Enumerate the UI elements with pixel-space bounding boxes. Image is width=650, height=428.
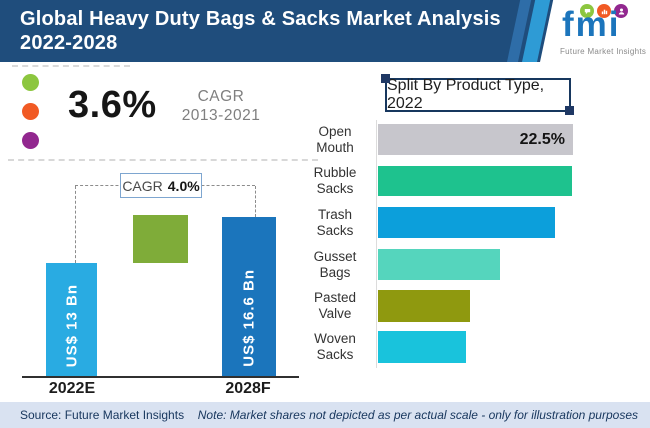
- bar-chart-icon: [597, 4, 611, 18]
- category-label: Trash Sacks: [316, 206, 354, 238]
- dashed-divider-top: [12, 65, 130, 67]
- page-title-line1: Global Heavy Duty Bags & Sacks Market An…: [20, 8, 501, 30]
- market-value-bar-2028: US$ 16.6 Bn: [222, 217, 276, 377]
- category-label: Open Mouth: [316, 123, 354, 155]
- split-chart-title: Split By Product Type, 2022: [385, 77, 571, 112]
- page-title-line2: 2022-2028: [20, 32, 118, 54]
- product-bar-gusset-bags: [378, 249, 500, 280]
- x-tick-2028f: 2028F: [225, 380, 271, 397]
- split-row-trash-sacks: Trash Sacks: [302, 207, 555, 238]
- source-text: Source: Future Market Insights: [20, 408, 185, 422]
- split-chart-axis: [376, 120, 377, 368]
- forecast-cagr-callout: CAGR 4.0%: [120, 173, 202, 198]
- forecast-cagr-value: 4.0%: [167, 177, 200, 194]
- page-title: Global Heavy Duty Bags & Sacks Market An…: [20, 7, 501, 55]
- orange-accent-dot: [22, 103, 39, 120]
- product-bar-trash-sacks: [378, 207, 555, 238]
- cagr-connector-right: [255, 186, 256, 217]
- dashed-divider-main: [8, 159, 318, 161]
- product-bar-woven-sacks: [378, 331, 466, 363]
- split-row-open-mouth: Open Mouth 22.5%: [302, 124, 573, 155]
- footer-bar: Source: Future Market Insights Note: Mar…: [0, 402, 650, 428]
- selection-handle-top-left: [381, 74, 390, 83]
- category-label: Gusset Bags: [313, 248, 357, 280]
- chat-bubble-icon: [580, 4, 594, 18]
- x-axis: [22, 376, 299, 378]
- product-bar-pasted-valve: [378, 290, 470, 322]
- market-value-label-2022: US$ 13 Bn: [63, 283, 80, 367]
- market-value-label-2028: US$ 16.6 Bn: [240, 269, 258, 367]
- share-value-open-mouth: 22.5%: [519, 130, 565, 148]
- category-label: Woven Sacks: [314, 331, 356, 362]
- note-text: Note: Market shares not depicted as per …: [197, 408, 638, 422]
- green-accent-square: [133, 215, 188, 263]
- historic-cagr-label-line2: 2013-2021: [181, 107, 261, 124]
- product-bar-open-mouth: 22.5%: [378, 124, 573, 155]
- market-value-bar-2022: US$ 13 Bn: [46, 263, 97, 377]
- person-icon: [614, 4, 628, 18]
- selection-handle-bottom-right: [565, 106, 574, 115]
- fmi-logo-subtitle: Future Market Insights: [560, 47, 647, 56]
- split-row-woven-sacks: Woven Sacks: [302, 331, 466, 363]
- historic-cagr-label: CAGR 2013-2021: [178, 87, 264, 125]
- green-accent-dot: [22, 74, 39, 91]
- fmi-logo: fmi Future Market Insights: [558, 0, 650, 62]
- split-row-pasted-valve: Pasted Valve: [302, 290, 470, 322]
- header-banner: Global Heavy Duty Bags & Sacks Market An…: [0, 0, 650, 62]
- cagr-connector-left: [75, 186, 76, 263]
- purple-accent-dot: [22, 132, 39, 149]
- category-label: Pasted Valve: [313, 290, 357, 321]
- split-row-rubble-sacks: Rubble Sacks: [302, 165, 572, 196]
- split-row-gusset-bags: Gusset Bags: [302, 249, 500, 280]
- fmi-logo-text: fmi: [562, 5, 621, 44]
- x-tick-2022e: 2022E: [48, 380, 96, 397]
- historic-cagr-value: 3.6%: [68, 84, 157, 126]
- historic-cagr-label-line1: CAGR: [197, 88, 245, 105]
- forecast-cagr-label: CAGR: [122, 177, 163, 194]
- category-label: Rubble Sacks: [313, 165, 357, 196]
- product-bar-rubble-sacks: [378, 166, 572, 196]
